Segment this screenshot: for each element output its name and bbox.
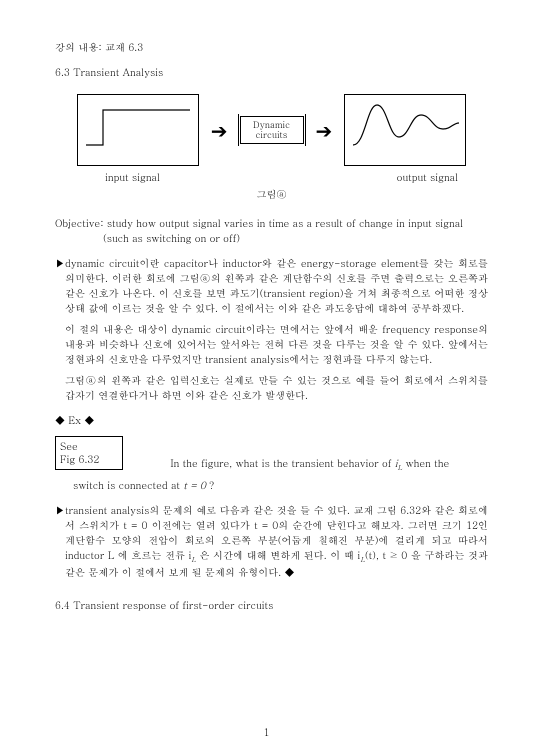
objective-line2: (such as switching on or off) [55, 231, 488, 246]
bullet-icon: ▶ [55, 256, 65, 271]
page: 강의 내용: 교재 6.3 6.3 Transient Analysis ➔ D… [0, 0, 533, 754]
dynamic-circuits-box: Dynamic circuits [240, 116, 304, 144]
paragraph-2: 이 절의 내용은 대상이 dynamic circuit이라는 면에서는 앞에서… [55, 322, 488, 367]
objective: Objective: study how output signal varie… [55, 216, 488, 246]
fig-box-line2: Fig 6.32 [60, 452, 99, 466]
transient-signal-icon [345, 95, 465, 165]
section-6-4-title: 6.4 Transient response of first-order ci… [55, 598, 488, 613]
output-signal-label: output signal [397, 170, 458, 185]
fig-box-line1: See [60, 439, 78, 453]
page-number: 1 [0, 725, 533, 740]
bullet-icon: ▶ [55, 503, 65, 518]
arrow-icon: ➔ [316, 120, 333, 140]
fig-text-b: when the [402, 456, 449, 470]
fig-text-a: In the figure, what is the transient beh… [170, 456, 394, 470]
lecture-header: 강의 내용: 교재 6.3 [55, 40, 488, 55]
figure-reference-line: See Fig 6.32 In the figure, what is the … [55, 436, 488, 472]
step-signal-icon [78, 95, 198, 165]
figure-question-text: In the figure, what is the transient beh… [126, 456, 449, 470]
arrow-icon: ➔ [211, 120, 228, 140]
paragraph-4-text: transient analysis의 문제의 예로 다음과 같은 것을 들 수… [65, 503, 488, 579]
var-t0: t = 0 [183, 478, 205, 492]
paragraph-4: ▶ transient analysis의 문제의 예로 다음과 같은 것을 들… [55, 503, 488, 580]
objective-line1: Objective: study how output signal varie… [55, 216, 488, 231]
paragraph-1: ▶ dynamic circuit이란 capacitor나 inductor와… [55, 256, 488, 316]
input-signal-label: input signal [105, 170, 160, 185]
paragraph-3: 그림ⓐ의 왼쪽과 같은 입력신호는 실제로 만들 수 있는 것으로 예를 들어 … [55, 373, 488, 403]
switch-text-b: ? [206, 478, 214, 492]
figure-ref-box: See Fig 6.32 [55, 436, 123, 470]
signal-diagram: ➔ Dynamic circuits ➔ [55, 94, 488, 166]
switch-condition-line: switch is connected at t = 0 ? [55, 478, 488, 493]
input-signal-plot [77, 94, 199, 166]
output-signal-plot [344, 94, 466, 166]
diagram-labels: input signal output signal [55, 170, 488, 185]
section-6-3-title: 6.3 Transient Analysis [55, 65, 488, 80]
paragraph-1-text: dynamic circuit이란 capacitor나 inductor와 같… [65, 256, 488, 315]
figure-caption: 그림ⓐ [55, 187, 488, 202]
switch-text-a: switch is connected at [73, 478, 183, 492]
example-heading: ◆ Ex ◆ [55, 413, 488, 428]
